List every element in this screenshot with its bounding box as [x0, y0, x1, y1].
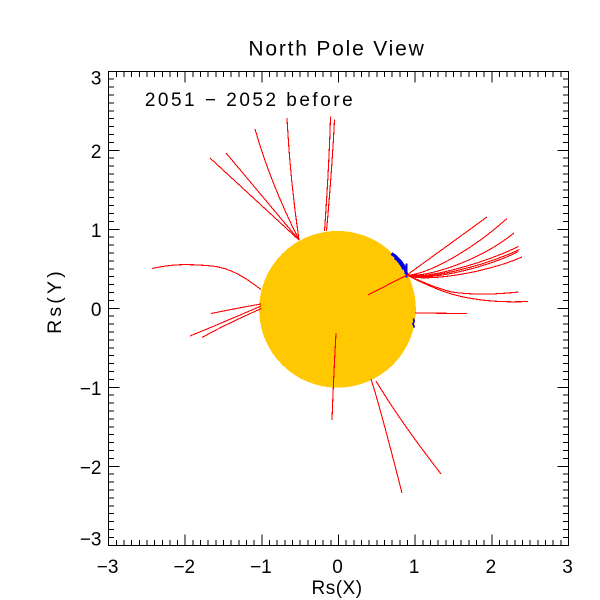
svg-text:0: 0: [91, 300, 102, 321]
svg-text:−2: −2: [173, 557, 195, 578]
svg-text:3: 3: [91, 69, 102, 90]
svg-text:1: 1: [409, 557, 420, 578]
svg-text:−3: −3: [80, 529, 102, 550]
svg-text:North Pole View: North Pole View: [248, 38, 425, 61]
svg-text:3: 3: [562, 557, 573, 578]
svg-text:−1: −1: [250, 557, 272, 578]
svg-text:−3: −3: [97, 557, 119, 578]
svg-text:2051 − 2052 before: 2051 − 2052 before: [145, 90, 355, 111]
svg-text:2: 2: [486, 557, 497, 578]
svg-text:0: 0: [332, 557, 343, 578]
svg-text:1: 1: [91, 221, 102, 242]
svg-text:−2: −2: [80, 458, 102, 479]
svg-text:Rs(X): Rs(X): [311, 578, 362, 599]
svg-text:Rs(Y): Rs(Y): [44, 268, 66, 334]
svg-text:−1: −1: [80, 379, 102, 400]
svg-text:2: 2: [91, 142, 102, 163]
